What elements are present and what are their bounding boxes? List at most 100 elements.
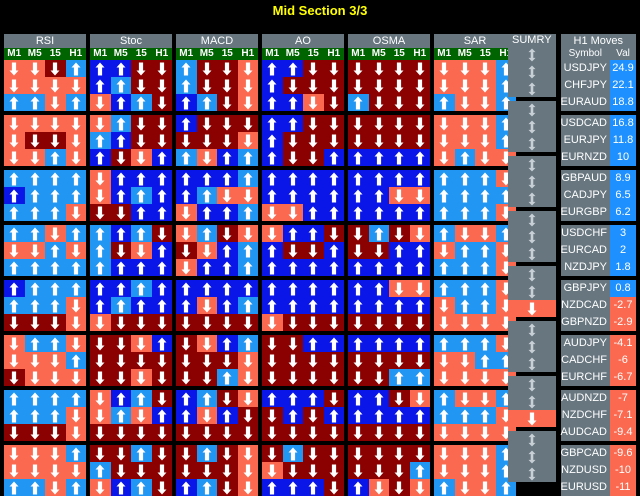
signal-cell-up[interactable] [409, 242, 430, 259]
signal-cell-down[interactable] [323, 390, 344, 407]
signal-cell-strong-up[interactable] [434, 187, 455, 204]
signal-cell-up[interactable] [217, 335, 238, 352]
signal-cell-down[interactable] [389, 352, 410, 369]
signal-cell-strong-up[interactable] [65, 280, 86, 297]
signal-cell-down[interactable] [303, 314, 324, 331]
signal-cell-strong-up[interactable] [90, 242, 111, 259]
signal-cell-up[interactable] [151, 187, 172, 204]
signal-cell-strong-up[interactable] [65, 390, 86, 407]
signal-cell-strong-up[interactable] [434, 479, 455, 496]
signal-cell-strong-up[interactable] [454, 280, 475, 297]
signal-cell-up[interactable] [323, 242, 344, 259]
signal-cell-up[interactable] [131, 204, 152, 221]
signal-cell-strong-down[interactable] [131, 242, 152, 259]
timeframe-header-m1[interactable]: M1 [4, 48, 25, 60]
signal-cell-strong-up[interactable] [237, 259, 258, 276]
signal-cell-strong-down[interactable] [475, 77, 496, 94]
signal-cell-down[interactable] [151, 225, 172, 242]
signal-cell-strong-down[interactable] [409, 390, 430, 407]
signal-cell-up[interactable] [303, 225, 324, 242]
timeframe-header-h1[interactable]: H1 [323, 48, 344, 60]
signal-cell-up[interactable] [282, 225, 303, 242]
signal-cell-down[interactable] [409, 94, 430, 111]
signal-cell-down[interactable] [323, 352, 344, 369]
signal-cell-strong-up[interactable] [45, 259, 66, 276]
signal-cell-down[interactable] [323, 479, 344, 496]
signal-cell-strong-up[interactable] [454, 297, 475, 314]
signal-cell-up[interactable] [368, 407, 389, 424]
signal-cell-down[interactable] [348, 445, 369, 462]
signal-cell-strong-down[interactable] [4, 445, 25, 462]
signal-cell-up[interactable] [348, 204, 369, 221]
signal-cell-up[interactable] [90, 60, 111, 77]
signal-cell-strong-up[interactable] [45, 335, 66, 352]
signal-cell-up[interactable] [196, 259, 217, 276]
signal-cell-strong-up[interactable] [196, 187, 217, 204]
signal-cell-down[interactable] [151, 424, 172, 441]
signal-cell-strong-down[interactable] [90, 115, 111, 132]
signal-cell-up[interactable] [303, 390, 324, 407]
signal-cell-down[interactable] [90, 335, 111, 352]
signal-cell-up[interactable] [348, 187, 369, 204]
signal-cell-up[interactable] [131, 259, 152, 276]
signal-cell-strong-down[interactable] [24, 242, 45, 259]
signal-cell-down[interactable] [323, 77, 344, 94]
signal-cell-strong-up[interactable] [4, 204, 25, 221]
signal-cell-strong-up[interactable] [409, 462, 430, 479]
signal-cell-strong-up[interactable] [24, 204, 45, 221]
signal-cell-strong-down[interactable] [434, 314, 455, 331]
signal-cell-strong-down[interactable] [454, 115, 475, 132]
signal-cell-down[interactable] [368, 77, 389, 94]
timeframe-header-m5[interactable]: M5 [282, 48, 303, 60]
indicator-header-stoc[interactable]: Stoc [90, 34, 172, 48]
signal-cell-strong-down[interactable] [262, 225, 283, 242]
signal-cell-up[interactable] [110, 479, 131, 496]
signal-cell-strong-up[interactable] [368, 225, 389, 242]
signal-cell-strong-down[interactable] [4, 132, 25, 149]
list-item[interactable]: NZDCHF -7.1 [560, 407, 636, 424]
signal-cell-up[interactable] [196, 170, 217, 187]
signal-cell-up[interactable] [217, 204, 238, 221]
signal-cell-up[interactable] [151, 407, 172, 424]
signal-cell-down[interactable] [282, 314, 303, 331]
signal-cell-strong-up[interactable] [24, 94, 45, 111]
list-item[interactable]: EURGBP 6.2 [560, 204, 636, 221]
signal-cell-strong-down[interactable] [45, 94, 66, 111]
signal-cell-strong-up[interactable] [434, 170, 455, 187]
signal-cell-strong-up[interactable] [24, 335, 45, 352]
signal-cell-strong-down[interactable] [454, 314, 475, 331]
list-item[interactable]: USDCAD 16.8 [560, 115, 636, 132]
signal-cell-down[interactable] [196, 369, 217, 386]
summary-cell[interactable] [508, 410, 556, 427]
summary-cell[interactable] [508, 321, 556, 338]
signal-cell-strong-down[interactable] [454, 369, 475, 386]
signal-cell-strong-down[interactable] [303, 94, 324, 111]
signal-cell-up[interactable] [90, 77, 111, 94]
signal-cell-down[interactable] [237, 407, 258, 424]
signal-cell-up[interactable] [282, 187, 303, 204]
signal-cell-down[interactable] [196, 314, 217, 331]
signal-cell-strong-up[interactable] [196, 479, 217, 496]
signal-cell-strong-up[interactable] [434, 225, 455, 242]
signal-cell-down[interactable] [409, 60, 430, 77]
signal-cell-up[interactable] [4, 187, 25, 204]
timeframe-header-m5[interactable]: M5 [110, 48, 131, 60]
signal-cell-up[interactable] [368, 390, 389, 407]
signal-cell-strong-down[interactable] [434, 115, 455, 132]
summary-cell[interactable] [508, 101, 556, 118]
summary-cell[interactable] [508, 338, 556, 355]
signal-cell-strong-down[interactable] [4, 462, 25, 479]
signal-cell-strong-down[interactable] [45, 352, 66, 369]
signal-cell-strong-down[interactable] [454, 132, 475, 149]
signal-cell-down[interactable] [110, 242, 131, 259]
summary-cell[interactable] [508, 245, 556, 262]
signal-cell-strong-down[interactable] [45, 115, 66, 132]
signal-cell-strong-up[interactable] [409, 369, 430, 386]
signal-cell-strong-up[interactable] [176, 149, 197, 166]
signal-cell-up[interactable] [110, 94, 131, 111]
signal-cell-down[interactable] [303, 77, 324, 94]
signal-cell-down[interactable] [409, 352, 430, 369]
timeframe-header-15[interactable]: 15 [303, 48, 324, 60]
signal-cell-down[interactable] [262, 424, 283, 441]
signal-cell-strong-down[interactable] [24, 462, 45, 479]
